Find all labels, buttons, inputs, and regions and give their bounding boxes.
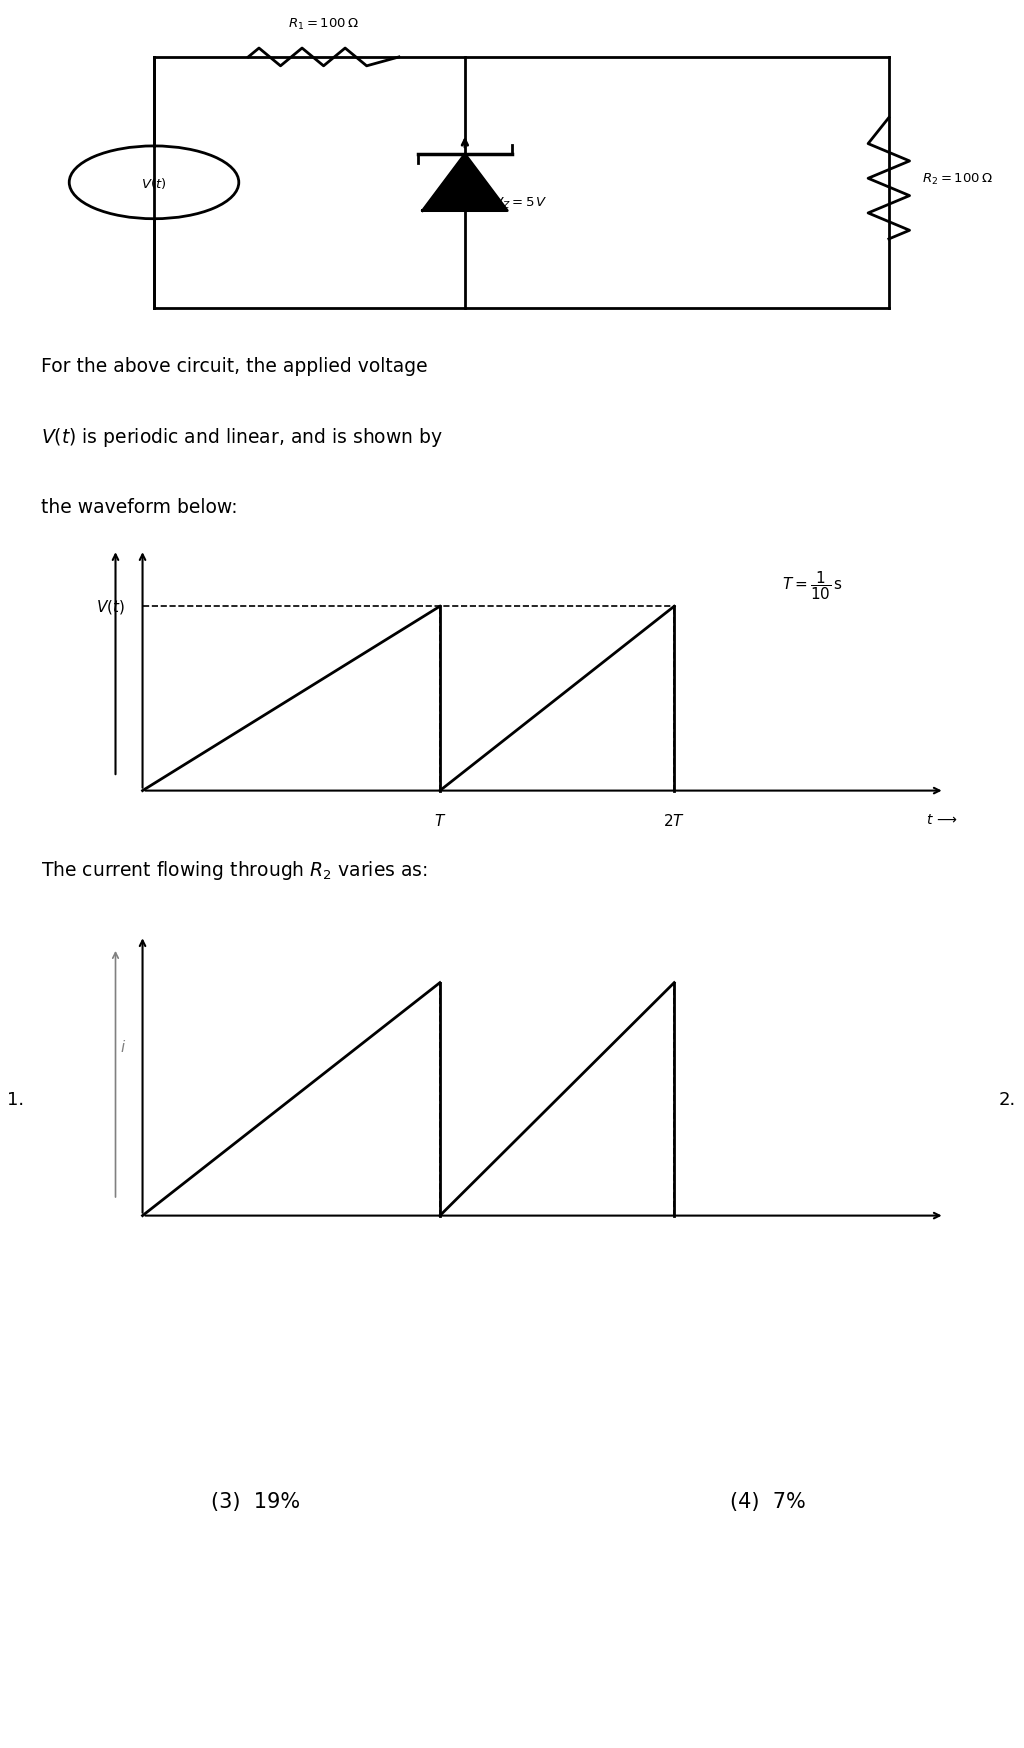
- Text: $R_2 = 100\,\Omega$: $R_2 = 100\,\Omega$: [922, 171, 992, 187]
- Text: the waveform below:: the waveform below:: [41, 498, 238, 517]
- Text: (3)  19%: (3) 19%: [211, 1491, 301, 1510]
- Text: $2T$: $2T$: [664, 813, 685, 829]
- Text: (4)  7%: (4) 7%: [730, 1491, 806, 1510]
- Text: (1)  24%: (1) 24%: [207, 1321, 305, 1341]
- Text: The current flowing through $R_2$ varies as:: The current flowing through $R_2$ varies…: [41, 858, 428, 881]
- Text: 2.: 2.: [998, 1091, 1016, 1108]
- Text: $t\,\longrightarrow$: $t\,\longrightarrow$: [927, 813, 958, 827]
- Text: $V(t)$: $V(t)$: [95, 598, 125, 615]
- Polygon shape: [423, 156, 507, 212]
- Text: $V(t)$ is periodic and linear, and is shown by: $V(t)$ is periodic and linear, and is sh…: [41, 425, 443, 447]
- Text: 1.: 1.: [7, 1091, 25, 1108]
- Text: $T$: $T$: [434, 813, 446, 829]
- Text: (2)  52%: (2) 52%: [719, 1321, 817, 1341]
- Text: $V(t)$: $V(t)$: [141, 177, 167, 191]
- Text: For the above circuit, the applied voltage: For the above circuit, the applied volta…: [41, 357, 428, 376]
- Text: $R_1 = 100\,\Omega$: $R_1 = 100\,\Omega$: [288, 16, 359, 31]
- Text: $V_Z = 5\,V$: $V_Z = 5\,V$: [494, 196, 548, 210]
- Text: $i$: $i$: [120, 1038, 126, 1054]
- Text: $T = \dfrac{1}{10}\,\mathrm{s}$: $T = \dfrac{1}{10}\,\mathrm{s}$: [782, 568, 844, 601]
